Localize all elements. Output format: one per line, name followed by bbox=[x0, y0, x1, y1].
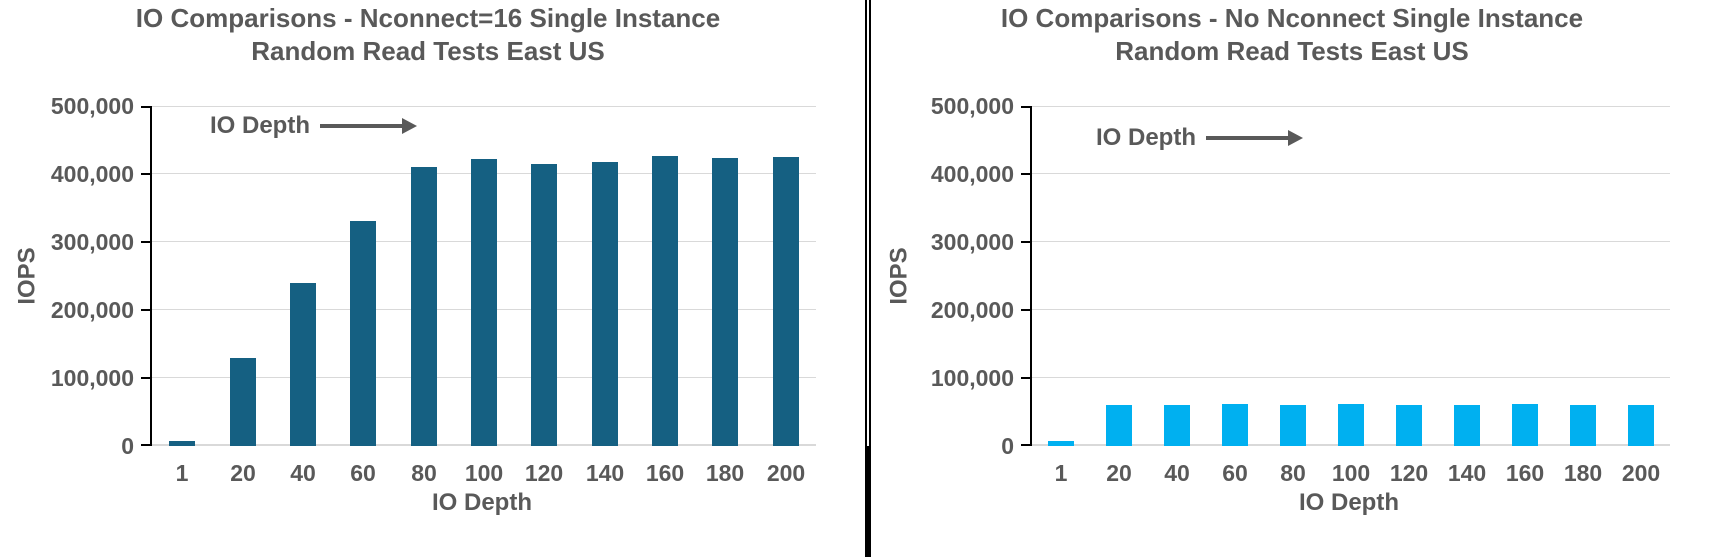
x-tick-label: 140 bbox=[1447, 460, 1487, 486]
y-axis-tick bbox=[141, 106, 150, 108]
y-tick-label: 400,000 bbox=[930, 161, 1014, 187]
y-axis-tick bbox=[141, 377, 150, 379]
x-tick-label: 180 bbox=[1563, 460, 1603, 486]
x-axis-title: IO Depth bbox=[1299, 489, 1399, 516]
y-axis-title-wrap: IOPS bbox=[878, 106, 922, 446]
y-axis-tick bbox=[1021, 309, 1030, 311]
bar-io-depth-40 bbox=[290, 283, 316, 446]
x-tick-label: 20 bbox=[1106, 460, 1132, 486]
chart-title-line1: IO Comparisons - No Nconnect Single Inst… bbox=[1000, 3, 1584, 33]
chart-title-line2: Random Read Tests East US bbox=[251, 36, 605, 66]
chart-nconnect16: IO Comparisons - Nconnect=16 Single Inst… bbox=[0, 2, 856, 516]
x-tick-label: 120 bbox=[524, 460, 564, 486]
x-tick-label: 80 bbox=[411, 460, 437, 486]
x-tick-label: 100 bbox=[1331, 460, 1371, 486]
y-axis-tick bbox=[141, 173, 150, 175]
x-tick-label: 160 bbox=[1505, 460, 1545, 486]
io-depth-annotation: IO Depth bbox=[1096, 124, 1304, 152]
right-arrow-icon bbox=[320, 118, 417, 134]
gridline-300000 bbox=[1032, 241, 1670, 242]
x-axis-title: IO Depth bbox=[432, 489, 532, 516]
gridline-400000 bbox=[1032, 173, 1670, 174]
bar-io-depth-40 bbox=[1164, 405, 1190, 446]
bar-io-depth-180 bbox=[1570, 405, 1596, 446]
bar-io-depth-140 bbox=[1454, 405, 1480, 446]
chart-title: IO Comparisons - Nconnect=16 Single Inst… bbox=[0, 2, 856, 68]
x-tick-label: 20 bbox=[230, 460, 256, 486]
bar-io-depth-100 bbox=[471, 159, 497, 446]
y-axis-tick bbox=[1021, 241, 1030, 243]
y-tick-label: 0 bbox=[1001, 433, 1014, 459]
plot-area: IO Depth 0 100,000 200,000 300,000 400,000 50… bbox=[51, 93, 816, 486]
x-tick-label: 200 bbox=[766, 460, 806, 486]
y-axis-tick bbox=[1021, 377, 1030, 379]
y-tick-label: 500,000 bbox=[50, 93, 134, 119]
io-depth-annotation-label: IO Depth bbox=[210, 112, 310, 139]
bar-io-depth-1 bbox=[1048, 441, 1074, 446]
io-depth-annotation: IO Depth bbox=[210, 112, 418, 140]
bar-io-depth-1 bbox=[169, 441, 195, 446]
y-tick-label: 300,000 bbox=[930, 229, 1014, 255]
bar-io-depth-120 bbox=[531, 164, 557, 446]
gridline-500000 bbox=[152, 106, 816, 107]
x-tick-label: 40 bbox=[1164, 460, 1190, 486]
x-tick-label: 200 bbox=[1621, 460, 1661, 486]
y-tick-label: 100,000 bbox=[930, 365, 1014, 391]
gridline-100000 bbox=[1032, 377, 1670, 378]
bar-io-depth-60 bbox=[1222, 404, 1248, 446]
x-tick-label: 160 bbox=[645, 460, 685, 486]
x-tick-label: 180 bbox=[705, 460, 745, 486]
bar-io-depth-60 bbox=[350, 221, 376, 446]
bar-io-depth-200 bbox=[773, 157, 799, 446]
x-tick-label: 100 bbox=[464, 460, 504, 486]
y-tick-label: 500,000 bbox=[930, 93, 1014, 119]
y-tick-label: 200,000 bbox=[50, 297, 134, 323]
y-tick-label: 200,000 bbox=[930, 297, 1014, 323]
bar-io-depth-200 bbox=[1628, 405, 1654, 446]
bar-io-depth-20 bbox=[1106, 405, 1132, 446]
x-tick-label: 60 bbox=[1222, 460, 1248, 486]
bar-io-depth-100 bbox=[1338, 404, 1364, 446]
chart-title-line2: Random Read Tests East US bbox=[1115, 36, 1469, 66]
bar-io-depth-120 bbox=[1396, 405, 1422, 446]
chart-title: IO Comparisons - No Nconnect Single Inst… bbox=[872, 2, 1712, 68]
chart-no-nconnect: IO Comparisons - No Nconnect Single Inst… bbox=[872, 0, 1712, 557]
x-tick-label: 1 bbox=[175, 460, 189, 486]
io-depth-annotation-label: IO Depth bbox=[1096, 124, 1196, 151]
right-arrow-icon bbox=[1206, 130, 1303, 146]
x-tick-label: 1 bbox=[1054, 460, 1068, 486]
y-tick-label: 100,000 bbox=[50, 365, 134, 391]
panel-divider-bottom bbox=[865, 446, 871, 557]
y-tick-label: 0 bbox=[121, 433, 134, 459]
x-tick-label: 60 bbox=[350, 460, 376, 486]
bar-io-depth-180 bbox=[712, 158, 738, 446]
gridline-500000 bbox=[1032, 106, 1670, 107]
panel-divider bbox=[865, 0, 871, 447]
bar-io-depth-160 bbox=[1512, 404, 1538, 446]
y-axis-tick bbox=[141, 309, 150, 311]
bar-io-depth-80 bbox=[411, 167, 437, 446]
y-axis-tick bbox=[1021, 106, 1030, 108]
bar-io-depth-20 bbox=[230, 358, 256, 446]
y-tick-label: 300,000 bbox=[50, 229, 134, 255]
x-tick-label: 80 bbox=[1280, 460, 1306, 486]
y-axis-tick bbox=[1021, 173, 1030, 175]
bar-io-depth-160 bbox=[652, 156, 678, 446]
gridline-200000 bbox=[1032, 309, 1670, 310]
y-axis-tick bbox=[1021, 444, 1030, 446]
x-tick-label: 120 bbox=[1389, 460, 1429, 486]
chart-title-line1: IO Comparisons - Nconnect=16 Single Inst… bbox=[135, 3, 721, 33]
y-axis-tick bbox=[141, 444, 150, 446]
plot-area: IO Depth 0 100,000 200,000 300,000 400,000 50… bbox=[931, 93, 1670, 486]
x-tick-label: 140 bbox=[585, 460, 625, 486]
bar-io-depth-140 bbox=[592, 162, 618, 446]
x-tick-label: 40 bbox=[290, 460, 316, 486]
y-axis-title-wrap: IOPS bbox=[6, 106, 50, 446]
bar-io-depth-80 bbox=[1280, 405, 1306, 446]
y-tick-label: 400,000 bbox=[50, 161, 134, 187]
y-axis-tick bbox=[141, 241, 150, 243]
